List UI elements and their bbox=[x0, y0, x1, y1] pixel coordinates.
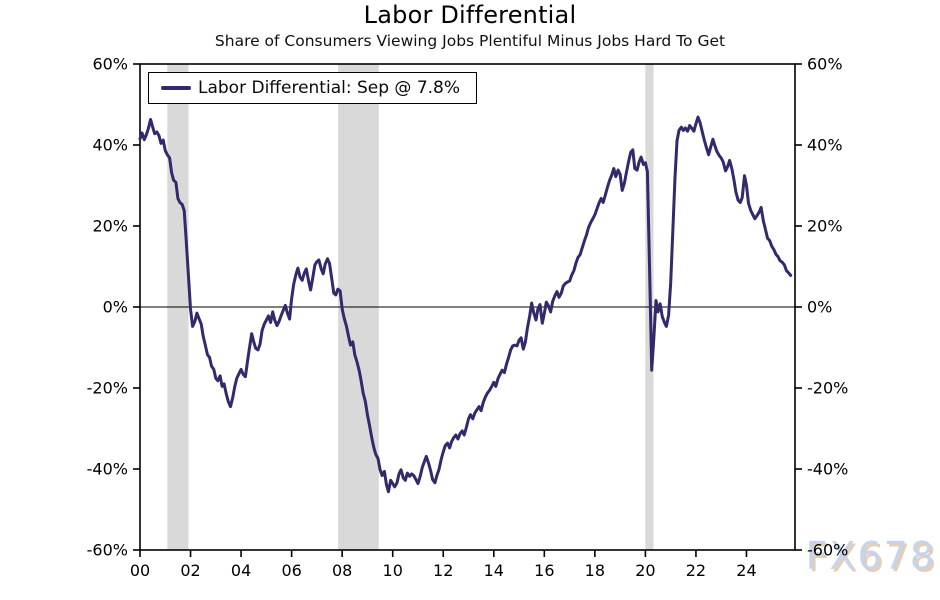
y-axis-label-left: 20% bbox=[92, 217, 128, 236]
y-axis-label-left: -40% bbox=[87, 460, 128, 479]
watermark: FX678 bbox=[805, 534, 936, 578]
y-axis-label-left: -60% bbox=[87, 541, 128, 560]
x-axis-label: 10 bbox=[383, 561, 403, 580]
y-axis-label-left: 40% bbox=[92, 136, 128, 155]
y-axis-label-right: -40% bbox=[807, 460, 848, 479]
x-axis-label: 00 bbox=[130, 561, 150, 580]
x-axis-label: 02 bbox=[180, 561, 200, 580]
y-axis-label-right: 60% bbox=[807, 55, 843, 74]
y-axis-label-right: 0% bbox=[807, 298, 832, 317]
legend-line-swatch bbox=[161, 86, 191, 90]
x-axis-label: 16 bbox=[534, 561, 554, 580]
labor-differential-line bbox=[138, 115, 793, 494]
x-axis-label: 24 bbox=[736, 561, 756, 580]
x-axis-label: 06 bbox=[281, 561, 301, 580]
y-axis-label-right: -20% bbox=[807, 379, 848, 398]
x-axis-label: 20 bbox=[635, 561, 655, 580]
y-axis-label-left: 0% bbox=[103, 298, 128, 317]
y-axis-label-right: -60% bbox=[807, 541, 848, 560]
y-axis-label-left: 60% bbox=[92, 55, 128, 74]
x-axis-label: 18 bbox=[585, 561, 605, 580]
chart-title: Labor Differential bbox=[363, 1, 577, 29]
x-axis-label: 22 bbox=[686, 561, 706, 580]
chart-subtitle: Share of Consumers Viewing Jobs Plentifu… bbox=[214, 32, 726, 50]
x-axis-label: 08 bbox=[332, 561, 352, 580]
y-axis-label-right: 40% bbox=[807, 136, 843, 155]
legend-box: Labor Differential: Sep @ 7.8% bbox=[148, 72, 478, 104]
x-axis-label: 12 bbox=[433, 561, 453, 580]
x-axis-label: 04 bbox=[231, 561, 251, 580]
y-axis-label-left: -20% bbox=[87, 379, 128, 398]
y-axis-label-right: 20% bbox=[807, 217, 843, 236]
x-axis-label: 14 bbox=[484, 561, 504, 580]
legend-label: Labor Differential: Sep @ 7.8% bbox=[198, 78, 461, 98]
